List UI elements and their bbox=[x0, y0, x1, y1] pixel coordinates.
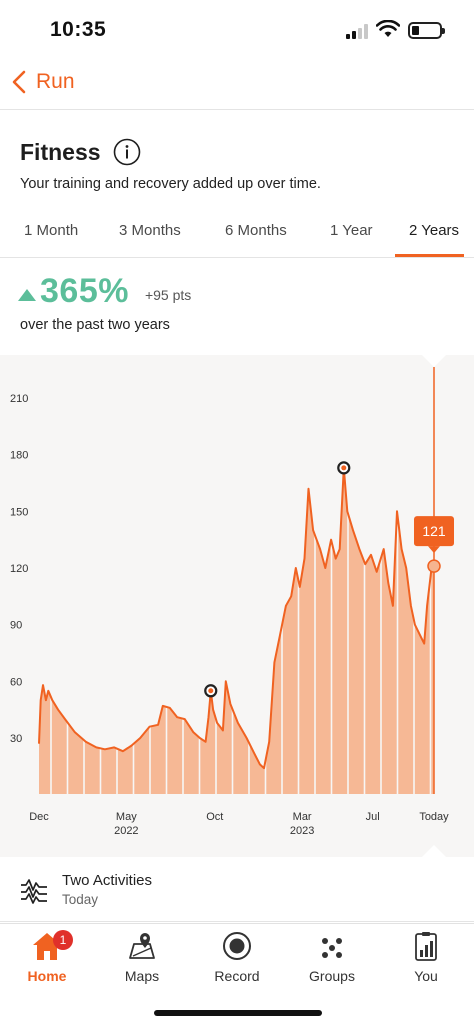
x-tick-year: 2022 bbox=[114, 825, 138, 837]
tabbar-record[interactable]: Record bbox=[197, 930, 277, 984]
active-tab-indicator bbox=[395, 254, 464, 257]
panel-top-notch bbox=[422, 355, 446, 367]
tab-3-months[interactable]: 3 Months bbox=[119, 222, 181, 239]
x-tick-label: May bbox=[116, 811, 137, 823]
change-points: +95 pts bbox=[144, 287, 192, 303]
activity-waves-icon bbox=[21, 879, 47, 904]
back-label: Run bbox=[36, 70, 75, 93]
info-icon[interactable] bbox=[113, 138, 141, 166]
tabbar-record-label: Record bbox=[214, 968, 260, 984]
y-tick-label: 180 bbox=[10, 450, 28, 462]
tabbar-maps[interactable]: Maps bbox=[102, 930, 182, 984]
back-button[interactable]: Run bbox=[10, 68, 75, 96]
tabbar-you-label: You bbox=[414, 968, 438, 984]
y-tick-label: 210 bbox=[10, 393, 28, 405]
tab-1-month[interactable]: 1 Month bbox=[24, 222, 79, 239]
recent-activities-row[interactable]: Two Activities Today bbox=[0, 860, 474, 922]
record-icon bbox=[223, 932, 251, 960]
y-tick-label: 90 bbox=[10, 620, 22, 632]
title-row: Fitness bbox=[20, 138, 141, 166]
tabbar-maps-label: Maps bbox=[124, 968, 160, 984]
fitness-chart[interactable]: 30 60 90 120 150 180 210 121 Dec May 2022 Oct Mar 202… bbox=[0, 355, 474, 857]
y-tick-label: 60 bbox=[10, 676, 22, 688]
status-time: 10:35 bbox=[50, 18, 107, 41]
recent-title: Two Activities bbox=[62, 872, 153, 889]
battery-icon bbox=[408, 22, 445, 39]
tabbar-home[interactable]: 1 Home bbox=[7, 930, 87, 984]
x-tick-label: Oct bbox=[206, 811, 223, 823]
groups-icon bbox=[322, 938, 342, 958]
highlight-marker-dot bbox=[208, 688, 214, 694]
x-tick-year: 2023 bbox=[290, 825, 314, 837]
x-tick-label: Dec bbox=[29, 811, 49, 823]
y-tick-label: 120 bbox=[10, 563, 28, 575]
tab-1-year[interactable]: 1 Year bbox=[330, 222, 373, 239]
x-tick-label: Today bbox=[419, 811, 449, 823]
tab-6-months[interactable]: 6 Months bbox=[225, 222, 287, 239]
fitness-chart-svg: 30 60 90 120 150 180 210 121 Dec May 2022 Oct Mar 202… bbox=[10, 355, 454, 857]
change-percent: 365% bbox=[40, 272, 129, 310]
current-value-callout bbox=[414, 516, 454, 547]
current-point bbox=[427, 559, 441, 573]
tab-2-years[interactable]: 2 Years bbox=[409, 222, 460, 239]
x-tick-label: Jul bbox=[366, 811, 380, 823]
panel-bottom-notch bbox=[422, 845, 446, 857]
y-tick-label: 150 bbox=[10, 506, 28, 518]
map-pin-icon bbox=[129, 933, 155, 959]
home-indicator bbox=[154, 1010, 322, 1016]
x-tick-label: Mar bbox=[293, 811, 312, 823]
cellular-signal-icon bbox=[346, 24, 372, 39]
tabbar-you[interactable]: You bbox=[386, 930, 466, 984]
wifi-icon bbox=[376, 20, 400, 37]
current-value-label: 121 bbox=[422, 523, 446, 539]
series-area bbox=[39, 467, 434, 794]
chevron-left-icon bbox=[12, 70, 26, 94]
tabbar-home-label: Home bbox=[27, 968, 67, 984]
current-value-callout-arrow bbox=[428, 546, 440, 554]
recent-subtitle: Today bbox=[62, 892, 99, 907]
notification-badge: 1 bbox=[53, 930, 73, 950]
range-tabs: 1 Month 3 Months 6 Months 1 Year 2 Years bbox=[0, 210, 474, 258]
y-tick-label: 30 bbox=[10, 733, 22, 745]
bottom-tab-bar: 1 Home Maps Record Groups bbox=[0, 923, 474, 1025]
status-bar: 10:35 bbox=[0, 0, 474, 60]
nav-bar: Run bbox=[0, 60, 474, 110]
series-line bbox=[38, 466, 435, 770]
page-title: Fitness bbox=[20, 138, 101, 165]
highlight-marker-dot bbox=[341, 465, 347, 471]
tabbar-groups-label: Groups bbox=[309, 968, 355, 984]
profile-chart-icon bbox=[415, 932, 437, 961]
tabbar-groups[interactable]: Groups bbox=[292, 930, 372, 984]
page-subtitle: Your training and recovery added up over… bbox=[20, 176, 321, 192]
fitness-change: 365% +95 pts bbox=[18, 272, 191, 311]
change-period: over the past two years bbox=[20, 317, 170, 333]
trend-up-icon bbox=[18, 289, 36, 301]
